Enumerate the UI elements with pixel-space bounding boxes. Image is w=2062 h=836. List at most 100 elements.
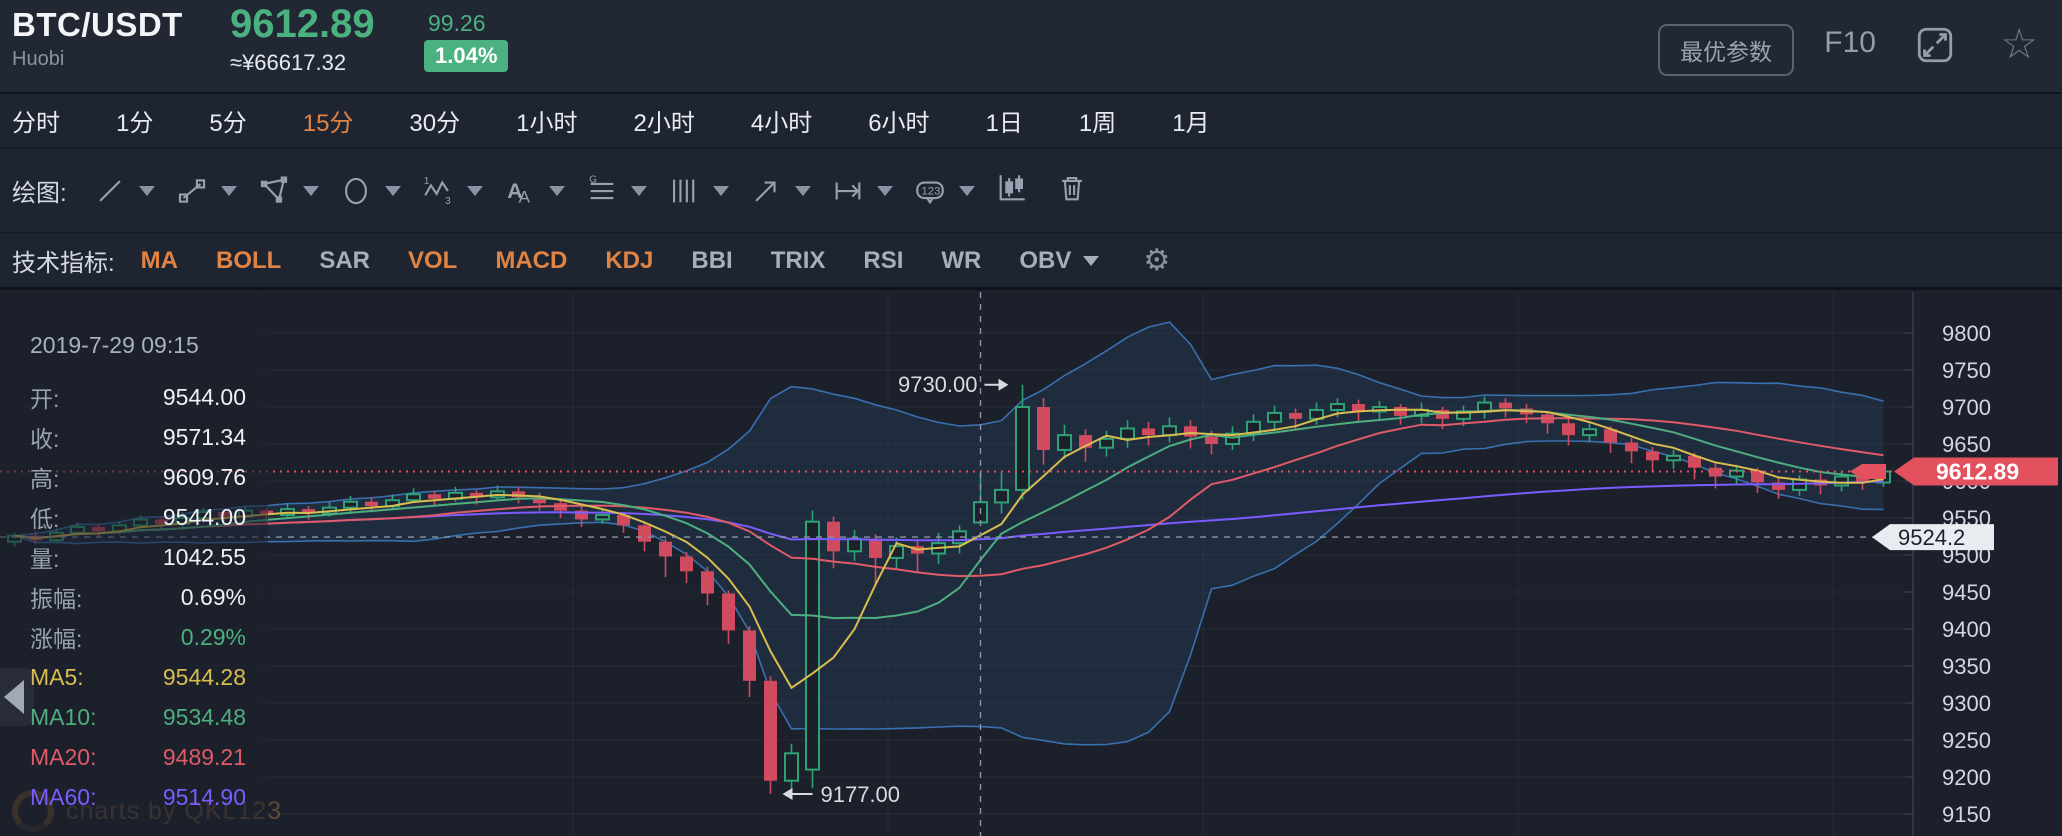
tool-measure[interactable] xyxy=(831,174,893,208)
candlestick-chart[interactable]: 9730.009177.0098009750970096509600955095… xyxy=(0,292,2062,836)
tab-timeframe-8[interactable]: 6小时 xyxy=(868,110,930,137)
indicator-label: WR xyxy=(941,246,982,274)
tab-timeframe-11[interactable]: 1月 xyxy=(1172,110,1210,137)
tool-segment[interactable] xyxy=(175,174,237,208)
info-row: MA5: 9544.28 xyxy=(30,657,246,697)
tab-timeframe-1[interactable]: 1分 xyxy=(116,110,154,137)
tab-timeframe-4[interactable]: 30分 xyxy=(409,110,461,137)
tool-gann-lines[interactable]: G xyxy=(585,174,647,208)
polygon-icon xyxy=(257,174,291,208)
indicator-obv[interactable]: OBV xyxy=(1019,247,1100,275)
chevron-down-icon[interactable] xyxy=(138,185,155,196)
info-row-value: 9571.34 xyxy=(162,423,246,450)
gear-icon[interactable]: ⚙ xyxy=(1143,244,1171,277)
indicator-rsi[interactable]: RSI xyxy=(863,247,903,275)
chevron-down-icon[interactable] xyxy=(630,185,647,196)
f10-button[interactable]: F10 xyxy=(1824,26,1876,59)
tool-arrow[interactable] xyxy=(749,174,811,208)
info-row: 涨幅: 0.29% xyxy=(30,617,246,657)
pair-title: BTC/USDT xyxy=(12,6,183,43)
chevron-down-icon[interactable] xyxy=(466,185,483,196)
svg-text:123: 123 xyxy=(921,185,940,197)
indicator-bbi[interactable]: BBI xyxy=(691,247,732,275)
chevron-down-icon[interactable] xyxy=(794,185,811,196)
tool-trend-line[interactable] xyxy=(93,174,155,208)
svg-text:9300: 9300 xyxy=(1942,691,1991,716)
tab-timeframe-6[interactable]: 2小时 xyxy=(633,110,695,137)
info-row-label: MA60: xyxy=(30,783,97,810)
info-row-label: 涨幅: xyxy=(30,626,83,652)
chevron-down-icon[interactable] xyxy=(302,185,319,196)
info-row: MA60: 9514.90 xyxy=(30,777,246,817)
chevron-down-icon[interactable] xyxy=(958,185,975,196)
tab-timeframe-5[interactable]: 1小时 xyxy=(516,110,578,137)
gann-lines-icon: G xyxy=(585,174,619,208)
svg-text:9700: 9700 xyxy=(1942,395,1991,420)
exchange-name: Huobi xyxy=(12,48,65,70)
chevron-down-icon[interactable] xyxy=(876,185,893,196)
indicator-boll[interactable]: BOLL xyxy=(216,247,281,275)
svg-text:9177.00: 9177.00 xyxy=(821,782,901,807)
indicator-sar[interactable]: SAR xyxy=(319,247,370,275)
tab-timeframe-3[interactable]: 15分 xyxy=(302,110,354,137)
ellipse-icon xyxy=(339,174,373,208)
info-row-label: 开: xyxy=(30,386,60,412)
info-row: 量: 1042.55 xyxy=(30,537,246,577)
tool-polygon[interactable] xyxy=(257,174,319,208)
tab-timeframe-0[interactable]: 分时 xyxy=(12,110,60,137)
favorite-star-icon[interactable]: ☆ xyxy=(2000,20,2038,67)
tab-timeframe-9[interactable]: 1日 xyxy=(985,110,1023,137)
last-price: 9612.89 xyxy=(230,2,375,46)
indicator-kdj[interactable]: KDJ xyxy=(605,247,653,275)
indicator-vol[interactable]: VOL xyxy=(408,247,457,275)
info-row: 振幅: 0.69% xyxy=(30,577,246,617)
tab-timeframe-2[interactable]: 5分 xyxy=(209,110,247,137)
info-row-value: 9609.76 xyxy=(162,463,246,490)
panel-collapse-handle[interactable] xyxy=(0,668,34,726)
tool-indicator-window[interactable] xyxy=(995,171,1029,210)
tool-ellipse[interactable] xyxy=(339,174,401,208)
tool-price-note[interactable]: 123 xyxy=(913,174,975,208)
chevron-down-icon[interactable] xyxy=(384,185,401,196)
info-row-value: 9534.48 xyxy=(162,703,246,730)
info-row-value: 9544.00 xyxy=(162,503,246,530)
tab-timeframe-10[interactable]: 1周 xyxy=(1078,110,1117,137)
vertical-lines-icon xyxy=(667,174,701,208)
chevron-down-icon[interactable] xyxy=(712,185,729,196)
svg-text:9200: 9200 xyxy=(1942,765,1991,790)
chevron-down-icon[interactable] xyxy=(548,185,565,196)
indicator-ma[interactable]: MA xyxy=(141,247,178,275)
indicator-label: TRIX xyxy=(770,246,826,274)
indicator-label: RSI xyxy=(863,246,904,274)
fullscreen-icon[interactable] xyxy=(1914,24,1956,66)
tool-delete[interactable] xyxy=(1055,171,1089,210)
tab-timeframe-7[interactable]: 4小时 xyxy=(750,110,813,137)
info-row: MA10: 9534.48 xyxy=(30,697,246,737)
chevron-down-icon[interactable] xyxy=(220,185,237,196)
svg-text:9524.2: 9524.2 xyxy=(1898,525,1965,550)
chevron-left-icon xyxy=(4,680,24,714)
info-row-label: 振幅: xyxy=(30,586,83,612)
indicator-macd[interactable]: MACD xyxy=(495,247,567,275)
info-row-label: 量: xyxy=(30,546,60,572)
chevron-down-icon[interactable] xyxy=(1083,255,1100,266)
info-row-value: 9544.28 xyxy=(162,663,246,690)
tool-vertical-lines[interactable] xyxy=(667,174,729,208)
indicator-trix[interactable]: TRIX xyxy=(771,247,826,275)
info-row-label: 低: xyxy=(30,506,60,532)
indicator-wr[interactable]: WR xyxy=(941,247,981,275)
change-amount: 99.26 xyxy=(428,10,486,36)
info-row-label: 高: xyxy=(30,466,60,492)
info-row-value: 9489.21 xyxy=(162,743,246,770)
indicator-window-icon xyxy=(995,171,1029,205)
info-row-value: 9514.90 xyxy=(162,783,246,810)
price-cny: ≈¥66617.32 xyxy=(230,50,347,75)
optimal-params-button[interactable]: 最优参数 xyxy=(1658,24,1794,76)
timeframe-tabs: 分时 1分 5分 15分 30分 1小时 2小时 4小时 6小时 1日 1周 1月 xyxy=(0,94,2062,148)
svg-text:A: A xyxy=(507,179,522,203)
drawing-label: 绘图: xyxy=(12,180,67,207)
